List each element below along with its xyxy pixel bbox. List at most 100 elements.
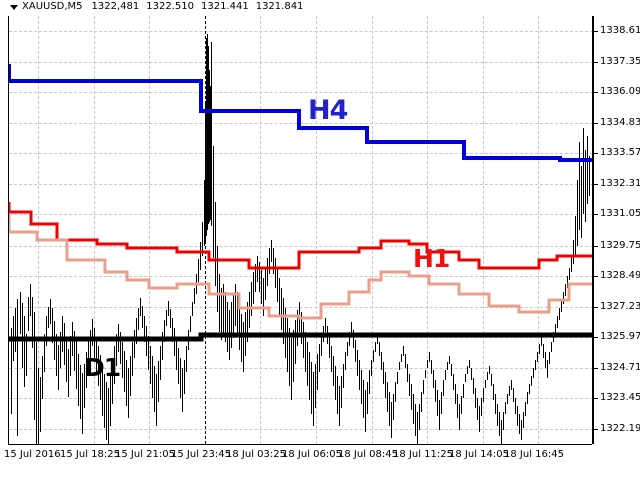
price-bar (501, 420, 502, 444)
gridline-horizontal (9, 428, 593, 430)
price-bar (389, 392, 390, 426)
price-bar (221, 288, 222, 340)
price-bar (205, 102, 206, 242)
price-axis-tick (594, 276, 598, 278)
price-axis-line (592, 16, 594, 444)
price-bar (124, 351, 125, 392)
price-bar (15, 308, 16, 352)
price-bar (527, 392, 528, 404)
price-bar (80, 365, 81, 419)
price-axis-label: 1329.755 (600, 239, 640, 251)
price-bar (283, 298, 284, 344)
price-bar (52, 308, 53, 343)
price-bar (563, 292, 564, 304)
price-bar (387, 382, 388, 412)
price-bar (190, 316, 191, 332)
price-bar (156, 374, 157, 426)
gridline-horizontal (9, 367, 593, 369)
price-bar (333, 356, 334, 386)
chevron-down-icon[interactable] (10, 4, 18, 10)
h1-secondary-step-line (9, 214, 593, 320)
step-lines-layer (9, 64, 593, 342)
gridline-vertical (316, 16, 317, 444)
price-bar (98, 346, 99, 386)
price-bar (24, 316, 25, 387)
gridline-horizontal (9, 92, 593, 94)
price-bar (473, 378, 474, 394)
price-bar (489, 366, 490, 374)
price-bar (517, 406, 518, 426)
price-bar (42, 356, 43, 399)
price-axis-tick (594, 61, 598, 63)
price-bar (493, 384, 494, 400)
price-bar (441, 392, 442, 414)
price-bar (231, 302, 232, 348)
price-bar (311, 362, 312, 414)
price-bar (291, 338, 292, 400)
price-bar (511, 380, 512, 390)
price-bar (259, 262, 260, 292)
price-bar (543, 344, 544, 358)
price-bar (168, 301, 169, 316)
time-axis-label: 18 Jul 08:45 (338, 449, 398, 460)
price-bar (459, 404, 460, 430)
gridline-vertical (38, 16, 39, 444)
ohlc-open-value: 1322,481 (91, 1, 140, 12)
price-bar (435, 380, 436, 402)
price-axis-tick (594, 428, 598, 430)
price-bar (44, 334, 45, 372)
price-bar (465, 374, 466, 382)
price-bar (485, 380, 486, 388)
price-bar (531, 376, 532, 386)
price-axis-tick (594, 337, 598, 339)
price-bar (397, 372, 398, 384)
gridline-vertical (149, 16, 150, 444)
price-bar (541, 336, 542, 346)
price-bar (271, 240, 272, 262)
price-bar (377, 334, 378, 344)
price-bar (209, 70, 210, 222)
price-bar (419, 404, 420, 430)
price-bar (269, 248, 270, 274)
price-bar (128, 368, 129, 418)
price-bar (184, 360, 185, 394)
price-bar (583, 128, 584, 214)
price-bar (481, 398, 482, 416)
gridline-horizontal (9, 276, 593, 278)
price-bar (112, 360, 113, 404)
price-bar (94, 328, 95, 362)
price-bar (100, 355, 101, 400)
price-axis-label: 1324.715 (600, 361, 640, 373)
price-bar (200, 242, 201, 270)
price-bar (307, 342, 308, 386)
price-bar (60, 332, 61, 368)
price-bar (507, 394, 508, 404)
price-bar (373, 350, 374, 362)
price-bar (415, 404, 416, 436)
price-bar (315, 364, 316, 408)
price-bar (64, 323, 65, 365)
price-bar (295, 320, 296, 364)
ohlc-low-value: 1321.441 (200, 1, 249, 12)
price-bar (579, 142, 580, 230)
price-bar (66, 337, 67, 382)
price-bar (88, 341, 89, 374)
price-bar (108, 388, 109, 444)
price-bar (213, 146, 214, 258)
gridline-horizontal (9, 153, 593, 155)
chart-plot-area[interactable]: H4 H1 D1 (8, 16, 594, 444)
price-bar (571, 256, 572, 272)
price-axis-tick (594, 367, 598, 369)
price-bar (207, 34, 208, 230)
price-bar (561, 300, 562, 312)
price-bar (417, 412, 418, 444)
price-bar (126, 360, 127, 406)
price-bar (431, 360, 432, 374)
price-bar (551, 342, 552, 352)
price-bar (393, 394, 394, 420)
price-bar (353, 330, 354, 348)
price-bar (30, 284, 31, 316)
price-bar (305, 332, 306, 372)
price-bar (483, 388, 484, 402)
price-bar (90, 330, 91, 360)
